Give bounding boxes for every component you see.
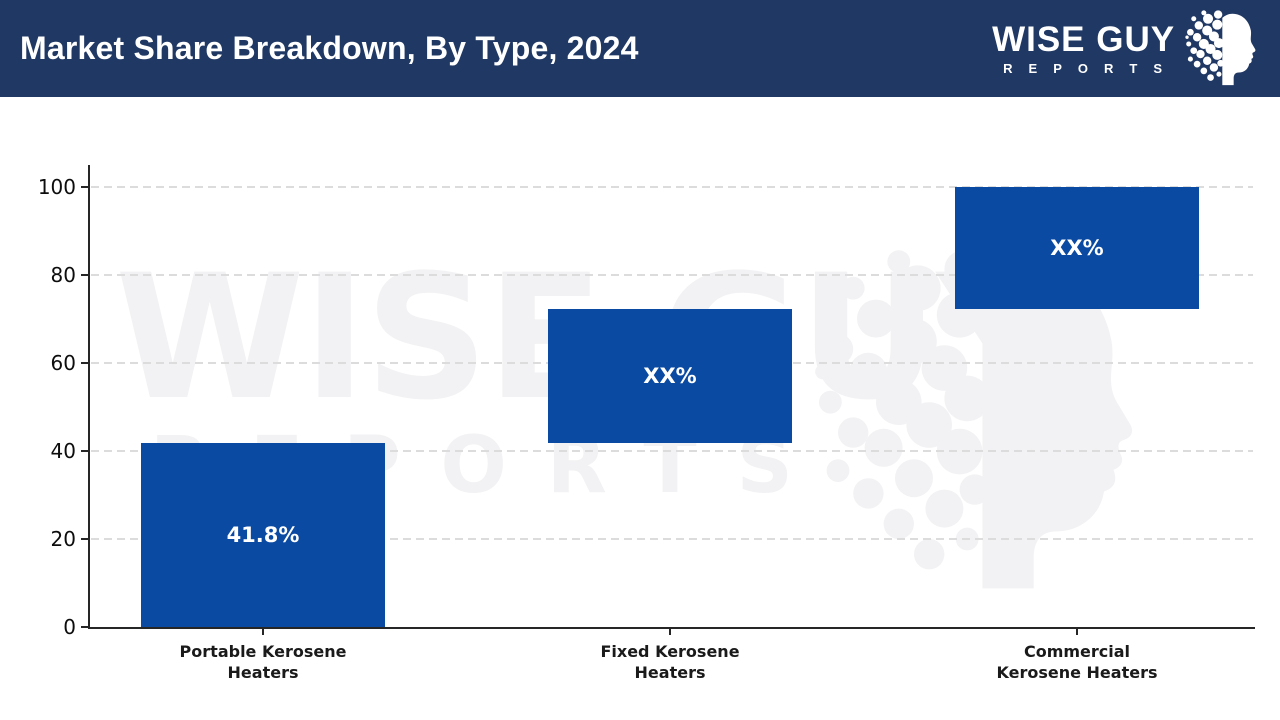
y-tick-label-0: 0: [63, 615, 76, 639]
page-title: Market Share Breakdown, By Type, 2024: [20, 30, 639, 66]
y-tick-40: [81, 450, 88, 452]
y-tick-20: [81, 538, 88, 540]
header-bar: Market Share Breakdown, By Type, 2024 WI…: [0, 0, 1280, 97]
bar-value-label-2: XX%: [1050, 235, 1104, 260]
logo-wordmark: WISE GUY: [992, 20, 1176, 60]
x-tick-2: [1076, 629, 1078, 635]
y-tick-80: [81, 274, 88, 276]
y-tick-label-80: 80: [50, 263, 76, 287]
category-label-line: Portable Kerosene: [179, 642, 347, 661]
y-tick-label-60: 60: [50, 351, 76, 375]
category-label-0: Portable Kerosene Heaters: [180, 641, 347, 683]
gridline-100: [91, 186, 1253, 188]
y-tick-label-20: 20: [50, 527, 76, 551]
y-axis-line: [88, 165, 90, 629]
category-label-line: Fixed Kerosene: [600, 642, 740, 661]
chart-area: WISE GUY REPORTS: [0, 97, 1280, 720]
category-label-line: Kerosene Heaters: [996, 663, 1158, 682]
category-label-line: Heaters: [227, 663, 299, 682]
bar-segment-2: XX%: [955, 187, 1199, 309]
gridline-40: [91, 450, 1253, 452]
logo-text: WISE GUY REPORTS: [989, 20, 1178, 76]
y-tick-0: [81, 626, 88, 628]
category-label-2: Commercial Kerosene Heaters: [997, 641, 1158, 683]
category-label-1: Fixed Kerosene Heaters: [600, 641, 739, 683]
y-tick-label-40: 40: [50, 439, 76, 463]
x-axis-line: [88, 627, 1255, 629]
x-tick-0: [262, 629, 264, 635]
category-label-line: Commercial: [1023, 642, 1131, 661]
gridline-80: [91, 274, 1253, 276]
bar-value-label-1: XX%: [643, 363, 697, 388]
bar-value-label-0: 41.8%: [226, 523, 300, 548]
y-tick-60: [81, 362, 88, 364]
x-tick-1: [669, 629, 671, 635]
wise-guy-reports-logo: WISE GUY REPORTS: [989, 6, 1266, 92]
dotted-face-icon: [1185, 10, 1256, 86]
logo-subtitle: REPORTS: [1003, 60, 1178, 76]
gridline-20: [91, 538, 1253, 540]
y-tick-label-100: 100: [37, 175, 76, 199]
category-label-line: Heaters: [634, 663, 706, 682]
bar-segment-1: XX%: [548, 308, 792, 444]
y-tick-100: [81, 186, 88, 188]
bar-segment-0: 41.8%: [141, 443, 385, 627]
